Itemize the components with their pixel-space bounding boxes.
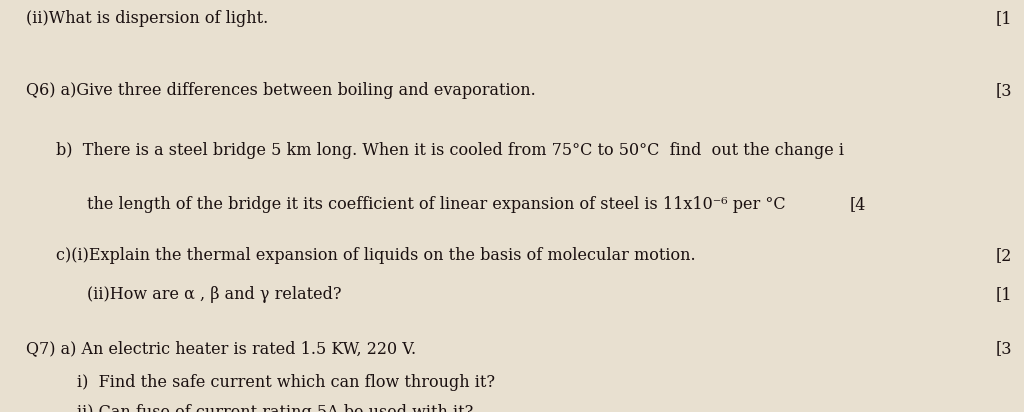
Text: Q7) a) An electric heater is rated 1.5 KW, 220 V.: Q7) a) An electric heater is rated 1.5 K… — [26, 340, 416, 357]
Text: [3: [3 — [995, 340, 1012, 357]
Text: [4: [4 — [850, 196, 866, 213]
Text: [2: [2 — [995, 247, 1012, 264]
Text: the length of the bridge it its coefficient of linear expansion of steel is 11x1: the length of the bridge it its coeffici… — [87, 196, 785, 213]
Text: i)  Find the safe current which can flow through it?: i) Find the safe current which can flow … — [77, 374, 495, 391]
Text: [1: [1 — [995, 286, 1012, 303]
Text: [1: [1 — [995, 10, 1012, 27]
Text: c)(i)Explain the thermal expansion of liquids on the basis of molecular motion.: c)(i)Explain the thermal expansion of li… — [56, 247, 696, 264]
Text: (ii)How are α , β and γ related?: (ii)How are α , β and γ related? — [87, 286, 342, 303]
Text: (ii)What is dispersion of light.: (ii)What is dispersion of light. — [26, 10, 268, 27]
Text: b)  There is a steel bridge 5 km long. When it is cooled from 75°C to 50°C  find: b) There is a steel bridge 5 km long. Wh… — [56, 142, 845, 159]
Text: Q6) a)Give three differences between boiling and evaporation.: Q6) a)Give three differences between boi… — [26, 82, 536, 99]
Text: [3: [3 — [995, 82, 1012, 99]
Text: ii) Can fuse of current rating 5A be used with it?: ii) Can fuse of current rating 5A be use… — [77, 404, 473, 412]
